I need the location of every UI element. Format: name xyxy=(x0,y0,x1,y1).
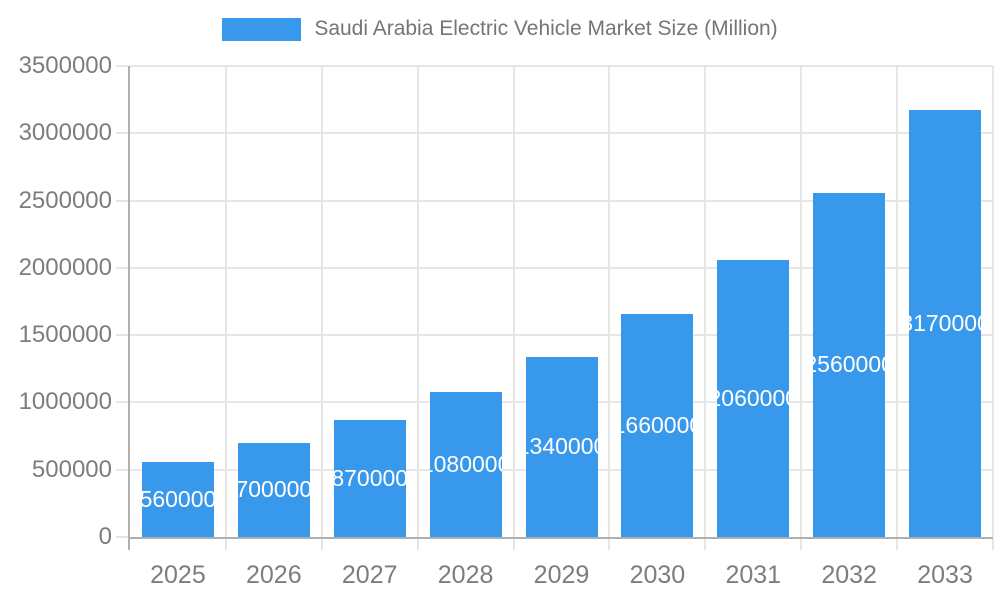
bar-value-label: 1080000 xyxy=(430,450,502,477)
bar-value-label: 3170000 xyxy=(909,310,981,337)
gridline-vertical xyxy=(224,66,227,537)
y-tick-mark xyxy=(116,334,128,337)
y-axis-tick-label: 3500000 xyxy=(18,52,112,79)
y-tick-mark xyxy=(116,132,128,135)
x-tick-mark xyxy=(704,539,707,550)
x-tick-mark xyxy=(992,539,994,550)
gridline-horizontal xyxy=(130,199,993,202)
bar-value-label: 2060000 xyxy=(717,384,789,411)
bar: 2060000 xyxy=(717,259,790,537)
y-tick-mark xyxy=(116,65,128,67)
x-axis-tick-label: 2028 xyxy=(437,561,494,589)
y-axis-tick-label: 2000000 xyxy=(18,253,112,281)
gridline-vertical xyxy=(704,66,707,537)
gridline-horizontal xyxy=(130,266,993,269)
gridline-vertical xyxy=(992,66,994,537)
bar-value-label: 1340000 xyxy=(526,433,598,460)
x-tick-mark xyxy=(512,539,515,550)
x-axis-line xyxy=(128,537,993,539)
y-axis-tick-label: 1500000 xyxy=(18,321,112,349)
x-tick-mark xyxy=(896,539,899,550)
legend: Saudi Arabia Electric Vehicle Market Siz… xyxy=(0,17,1000,41)
x-tick-mark xyxy=(224,539,227,550)
gridline-vertical xyxy=(512,66,515,537)
bar: 560000 xyxy=(141,461,214,537)
bar-value-label: 870000 xyxy=(333,464,406,491)
gridline-vertical xyxy=(608,66,611,537)
bar-value-label: 700000 xyxy=(237,476,310,503)
x-axis-tick-label: 2033 xyxy=(917,561,973,589)
y-axis-tick-label: 2500000 xyxy=(18,186,112,214)
y-axis-tick-label: 3000000 xyxy=(18,119,112,147)
bar: 870000 xyxy=(333,419,406,537)
x-axis-tick-label: 2029 xyxy=(533,561,590,589)
x-axis-tick-label: 2027 xyxy=(341,561,398,589)
x-axis-tick-label: 2032 xyxy=(821,561,877,589)
gridline-vertical xyxy=(320,66,323,537)
bar: 1080000 xyxy=(429,391,502,537)
bar: 700000 xyxy=(237,442,310,537)
y-tick-mark xyxy=(116,199,128,202)
plot-area: 0 500000 1000000 1500000 2000000 2500000 30000… xyxy=(19,53,994,588)
gridline-horizontal xyxy=(130,132,993,135)
y-axis-line xyxy=(128,66,130,550)
bar: 1660000 xyxy=(621,313,694,537)
legend-swatch xyxy=(222,17,302,41)
bar: 1340000 xyxy=(525,356,598,537)
gridline-vertical xyxy=(416,66,419,537)
bar: 3170000 xyxy=(909,110,982,537)
x-axis-tick-label: 2031 xyxy=(725,561,782,589)
x-tick-mark xyxy=(416,539,419,550)
bar: 2560000 xyxy=(813,192,886,537)
chart-title: Saudi Arabia Electric Vehicle Market Siz… xyxy=(314,17,778,40)
x-tick-mark xyxy=(320,539,323,550)
bar-value-label: 1660000 xyxy=(621,411,693,438)
x-tick-mark xyxy=(608,539,611,550)
y-tick-mark xyxy=(116,401,128,404)
gridline-horizontal xyxy=(130,334,993,337)
gridline-horizontal xyxy=(130,65,993,67)
y-tick-mark xyxy=(116,536,128,538)
y-tick-mark xyxy=(116,468,128,471)
y-axis-tick-label: 1000000 xyxy=(18,388,112,416)
gridline-vertical xyxy=(896,66,899,537)
y-axis-tick-label: 500000 xyxy=(31,455,112,483)
x-axis-tick-label: 2030 xyxy=(629,561,686,589)
gridline-vertical xyxy=(800,66,803,537)
x-axis-tick-label: 2025 xyxy=(150,561,206,589)
bar-value-label: 2560000 xyxy=(813,351,885,378)
bar-value-label: 560000 xyxy=(141,485,214,512)
x-tick-mark xyxy=(800,539,803,550)
y-tick-mark xyxy=(116,266,128,269)
x-axis-tick-label: 2026 xyxy=(246,561,302,589)
y-axis-tick-label: 0 xyxy=(98,523,112,550)
